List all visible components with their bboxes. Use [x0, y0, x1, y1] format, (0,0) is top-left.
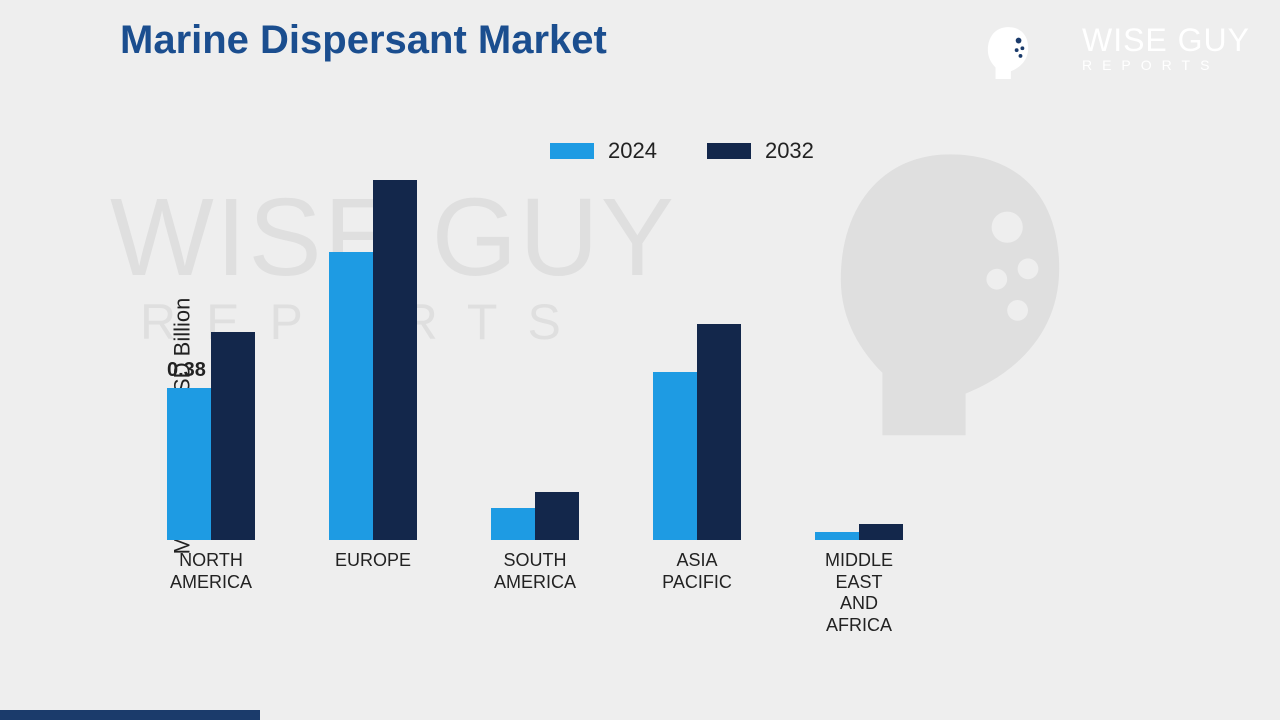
bar	[815, 532, 859, 540]
bar	[535, 492, 579, 540]
bottom-accent-strip	[0, 710, 260, 720]
bar	[491, 508, 535, 540]
bar-group	[653, 324, 741, 540]
x-axis-label: EUROPE	[303, 550, 443, 572]
bar	[697, 324, 741, 540]
page: WISE GUY REPORTS Marine Dispersant Marke…	[0, 0, 1280, 720]
brand-head-icon	[984, 24, 1032, 84]
bar	[859, 524, 903, 540]
chart-title: Marine Dispersant Market	[120, 18, 607, 63]
bar	[167, 388, 211, 540]
brand-logo: WISE GUY REPORTS	[1082, 22, 1250, 73]
plot-area: 0.38	[130, 140, 940, 540]
x-axis-label: ASIAPACIFIC	[627, 550, 767, 593]
bar-chart: Market Size in USD Billion 2024 2032 0.3…	[60, 140, 940, 660]
bar-group	[491, 492, 579, 540]
x-axis-label: SOUTHAMERICA	[465, 550, 605, 593]
brand-logo-line1: WISE GUY	[1082, 22, 1250, 59]
bar	[329, 252, 373, 540]
bar-group	[329, 180, 417, 540]
bar	[373, 180, 417, 540]
x-axis-label: NORTHAMERICA	[141, 550, 281, 593]
bar	[211, 332, 255, 540]
brand-logo-line2: REPORTS	[1082, 57, 1250, 73]
x-axis-label: MIDDLEEASTANDAFRICA	[789, 550, 929, 636]
bar-group	[815, 524, 903, 540]
bar-value-label: 0.38	[167, 359, 206, 382]
bar	[653, 372, 697, 540]
